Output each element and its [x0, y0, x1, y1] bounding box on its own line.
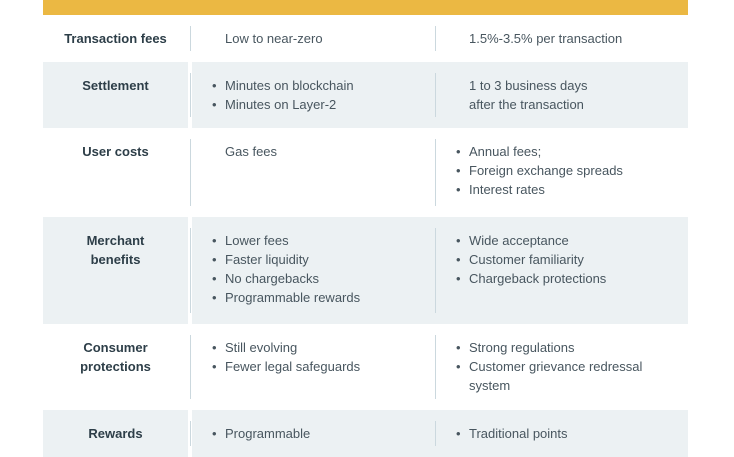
column-gap	[188, 217, 192, 324]
cell-divider-line	[189, 228, 191, 313]
text-item: 1.5%-3.5% per transaction	[469, 31, 623, 46]
bullet-item: Chargeback protections	[456, 269, 678, 288]
table-row: Rewards Programmable Traditional points	[43, 410, 688, 457]
cell-divider-line	[435, 139, 436, 206]
row-label-cell: Transaction fees	[43, 15, 188, 62]
text-item: Gas fees	[225, 144, 278, 159]
column-left-cell: Still evolvingFewer legal safeguards	[192, 324, 435, 410]
bullet-item: Annual fees;	[456, 142, 678, 161]
column-left-cell: Programmable	[192, 410, 435, 457]
cell-divider-line	[189, 139, 191, 206]
column-left-cell: Lower feesFaster liquidityNo chargebacks…	[192, 217, 435, 324]
text-item: Low to near-zero	[225, 31, 323, 46]
table-row: SettlementMinutes on blockchainMinutes o…	[43, 62, 688, 128]
bullet-item: Still evolving	[212, 338, 425, 357]
cell-divider-line	[435, 335, 436, 399]
column-left-cell: Low to near-zero	[192, 15, 435, 62]
column-gap	[188, 128, 192, 217]
cell-divider-line	[189, 421, 191, 446]
comparison-table: Transaction fees Low to near-zero 1.5%-3.5…	[43, 0, 688, 457]
column-right-cell: Wide acceptanceCustomer familiarityCharg…	[435, 217, 688, 324]
column-left-cell: Minutes on blockchainMinutes on Layer-2	[192, 62, 435, 128]
cell-divider-line	[189, 26, 191, 51]
table-row: Transaction fees Low to near-zero 1.5%-3.5…	[43, 15, 688, 62]
bullet-item: Minutes on Layer-2	[212, 95, 425, 114]
bullet-item: Programmable rewards	[212, 288, 425, 307]
row-label-cell: Rewards	[43, 410, 188, 457]
table-header-bar	[43, 0, 688, 15]
cell-divider-line	[189, 335, 191, 399]
bullet-item: Minutes on blockchain	[212, 76, 425, 95]
table-row: Consumer protectionsStill evolvingFewer …	[43, 324, 688, 410]
bullet-item: Fewer legal safeguards	[212, 357, 425, 376]
text-item: 1 to 3 business days after the transacti…	[469, 78, 588, 112]
bullet-item: Wide acceptance	[456, 231, 678, 250]
cell-divider-line	[435, 73, 436, 117]
table-rows: Transaction fees Low to near-zero 1.5%-3.5…	[43, 15, 688, 457]
bullet-item: Customer familiarity	[456, 250, 678, 269]
column-right-cell: 1 to 3 business days after the transacti…	[435, 62, 688, 128]
cell-divider-line	[435, 228, 436, 313]
cell-divider-line	[435, 26, 436, 51]
bullet-item: Traditional points	[456, 424, 678, 443]
bullet-item: Foreign exchange spreads	[456, 161, 678, 180]
row-label-cell: Merchant benefits	[43, 217, 188, 324]
bullet-item: Faster liquidity	[212, 250, 425, 269]
column-gap	[188, 324, 192, 410]
bullet-item: Lower fees	[212, 231, 425, 250]
table-row: User costs Gas fees Annual fees;Foreign ex…	[43, 128, 688, 217]
cell-divider-line	[189, 73, 191, 117]
row-label-cell: Consumer protections	[43, 324, 188, 410]
bullet-item: No chargebacks	[212, 269, 425, 288]
bullet-item: Interest rates	[456, 180, 678, 199]
column-right-cell: Traditional points	[435, 410, 688, 457]
column-gap	[188, 15, 192, 62]
column-right-cell: 1.5%-3.5% per transaction	[435, 15, 688, 62]
bullet-item: Programmable	[212, 424, 425, 443]
row-label-cell: User costs	[43, 128, 188, 217]
table-row: Merchant benefitsLower feesFaster liquid…	[43, 217, 688, 324]
bullet-item: Strong regulations	[456, 338, 678, 357]
column-left-cell: Gas fees	[192, 128, 435, 217]
column-gap	[188, 62, 192, 128]
column-right-cell: Strong regulationsCustomer grievance red…	[435, 324, 688, 410]
bullet-item: Customer grievance redressal system	[456, 357, 678, 395]
cell-divider-line	[435, 421, 436, 446]
column-right-cell: Annual fees;Foreign exchange spreadsInte…	[435, 128, 688, 217]
column-gap	[188, 410, 192, 457]
row-label-cell: Settlement	[43, 62, 188, 128]
